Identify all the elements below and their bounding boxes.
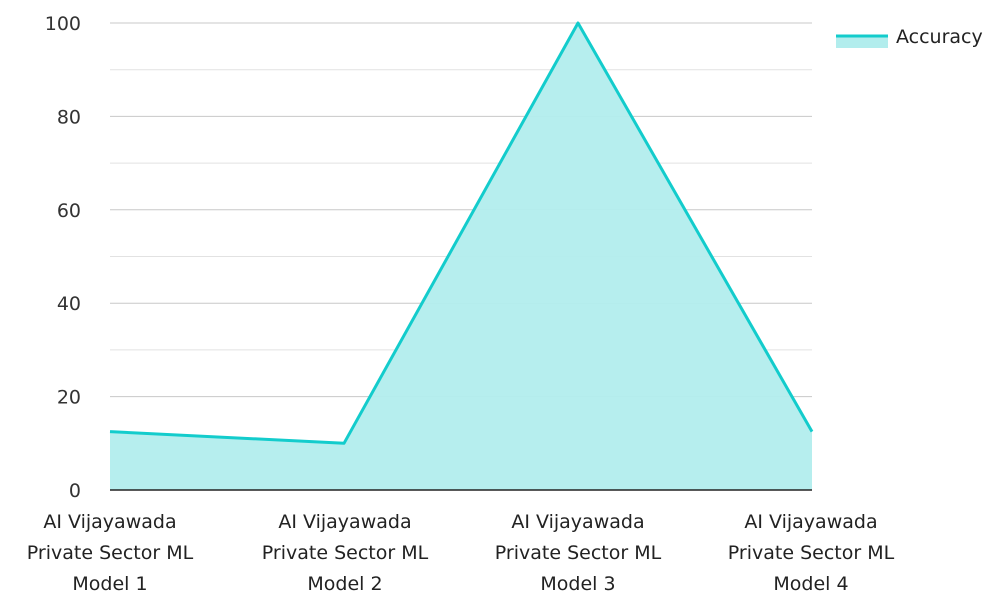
legend-swatch <box>836 36 888 48</box>
y-tick-label: 40 <box>57 293 81 315</box>
y-tick-label: 0 <box>69 480 81 502</box>
x-category-label: AI Vijayawada Private Sector ML Model 1 <box>27 511 194 594</box>
y-axis-ticks: 0 20 40 60 80 100 <box>45 13 81 502</box>
plot-area <box>109 21 814 491</box>
legend: Accuracy <box>836 26 983 48</box>
y-tick-label: 100 <box>45 13 81 35</box>
series-line-accuracy <box>109 21 814 445</box>
legend-label: Accuracy <box>896 26 983 48</box>
y-tick-label: 60 <box>57 200 81 222</box>
x-category-label: AI Vijayawada Private Sector ML Model 3 <box>495 511 662 594</box>
y-tick-label: 20 <box>57 387 81 409</box>
x-axis-labels: AI Vijayawada Private Sector ML Model 1 AI … <box>27 511 895 594</box>
series-area-accuracy <box>110 23 812 490</box>
x-category-label: AI Vijayawada Private Sector ML Model 4 <box>728 511 895 594</box>
x-category-label: AI Vijayawada Private Sector ML Model 2 <box>262 511 429 594</box>
y-tick-label: 80 <box>57 106 81 128</box>
